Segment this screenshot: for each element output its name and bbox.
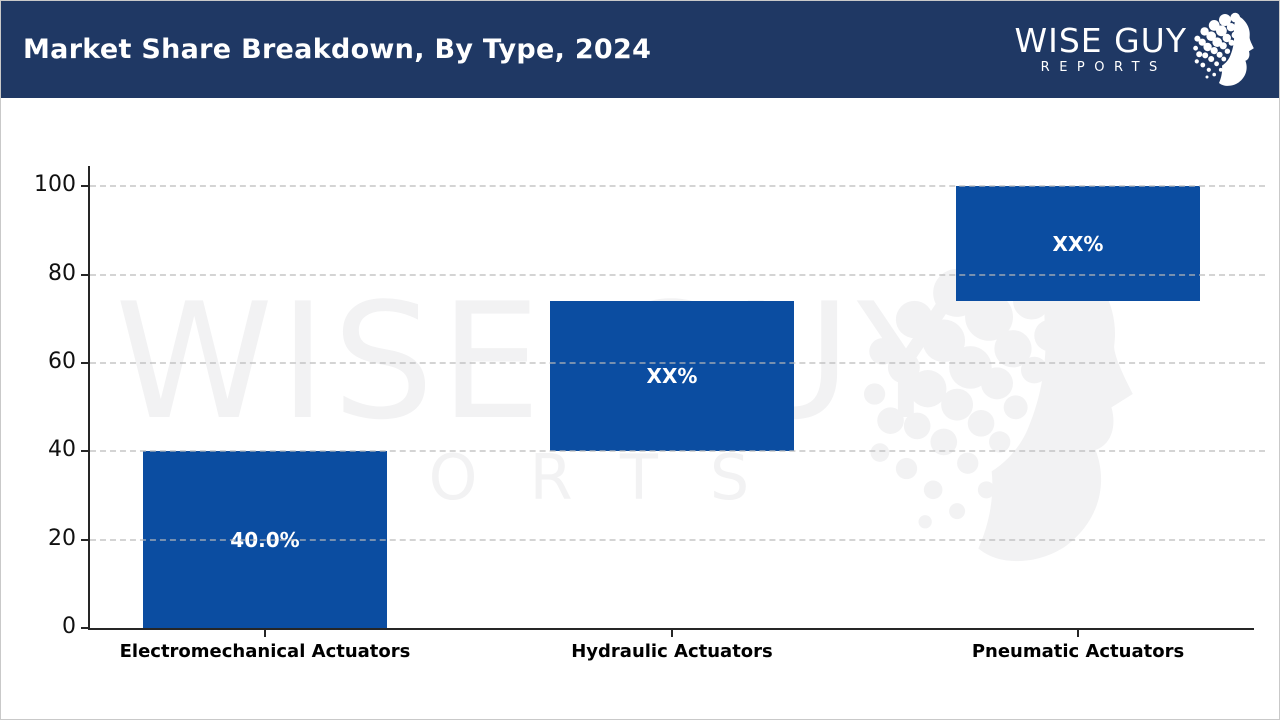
header-bar: Market Share Breakdown, By Type, 2024 WI…	[1, 1, 1279, 98]
logo-wordmark: WISE GUY REPORTS	[1014, 24, 1187, 75]
y-tick-mark	[81, 627, 89, 629]
y-tick-label: 20	[48, 525, 76, 551]
y-axis-line	[88, 166, 90, 630]
bar-value-label: XX%	[646, 364, 698, 389]
y-tick-label: 80	[48, 260, 76, 286]
x-tick-mark	[1077, 630, 1079, 637]
gridline	[90, 538, 1265, 541]
watermark-wordmark: WISE GUY	[115, 268, 961, 455]
category-label: Pneumatic Actuators	[971, 641, 1185, 662]
gridline	[90, 185, 1265, 188]
y-tick-label: 100	[34, 172, 76, 198]
y-tick-mark	[81, 538, 89, 541]
wise-guy-logo: WISE GUY REPORTS	[1014, 11, 1261, 89]
gridline	[90, 450, 1265, 453]
y-tick-mark	[81, 185, 89, 188]
y-tick-mark	[81, 362, 89, 365]
x-tick-mark	[264, 630, 266, 637]
y-tick-label: 60	[48, 349, 76, 375]
gridline	[90, 362, 1265, 365]
logo-wise-guy-text: WISE GUY	[1014, 21, 1187, 60]
gridline	[90, 273, 1265, 276]
bar-segment: XX%	[550, 301, 794, 452]
y-tick-mark	[81, 450, 89, 453]
wise-guy-head-icon	[1189, 11, 1261, 89]
x-tick-mark	[671, 630, 673, 637]
logo-reports-text: REPORTS	[1040, 60, 1167, 75]
x-axis-line	[88, 628, 1254, 630]
bar-segment: XX%	[956, 186, 1200, 302]
category-label: Electromechanical Actuators	[119, 641, 411, 662]
y-tick-label: 0	[62, 614, 76, 639]
category-label: Hydraulic Actuators	[571, 641, 773, 662]
y-tick-label: 40	[48, 437, 76, 463]
chart-title: Market Share Breakdown, By Type, 2024	[23, 34, 652, 65]
y-tick-mark	[81, 273, 89, 276]
bar-value-label: XX%	[1052, 231, 1104, 256]
